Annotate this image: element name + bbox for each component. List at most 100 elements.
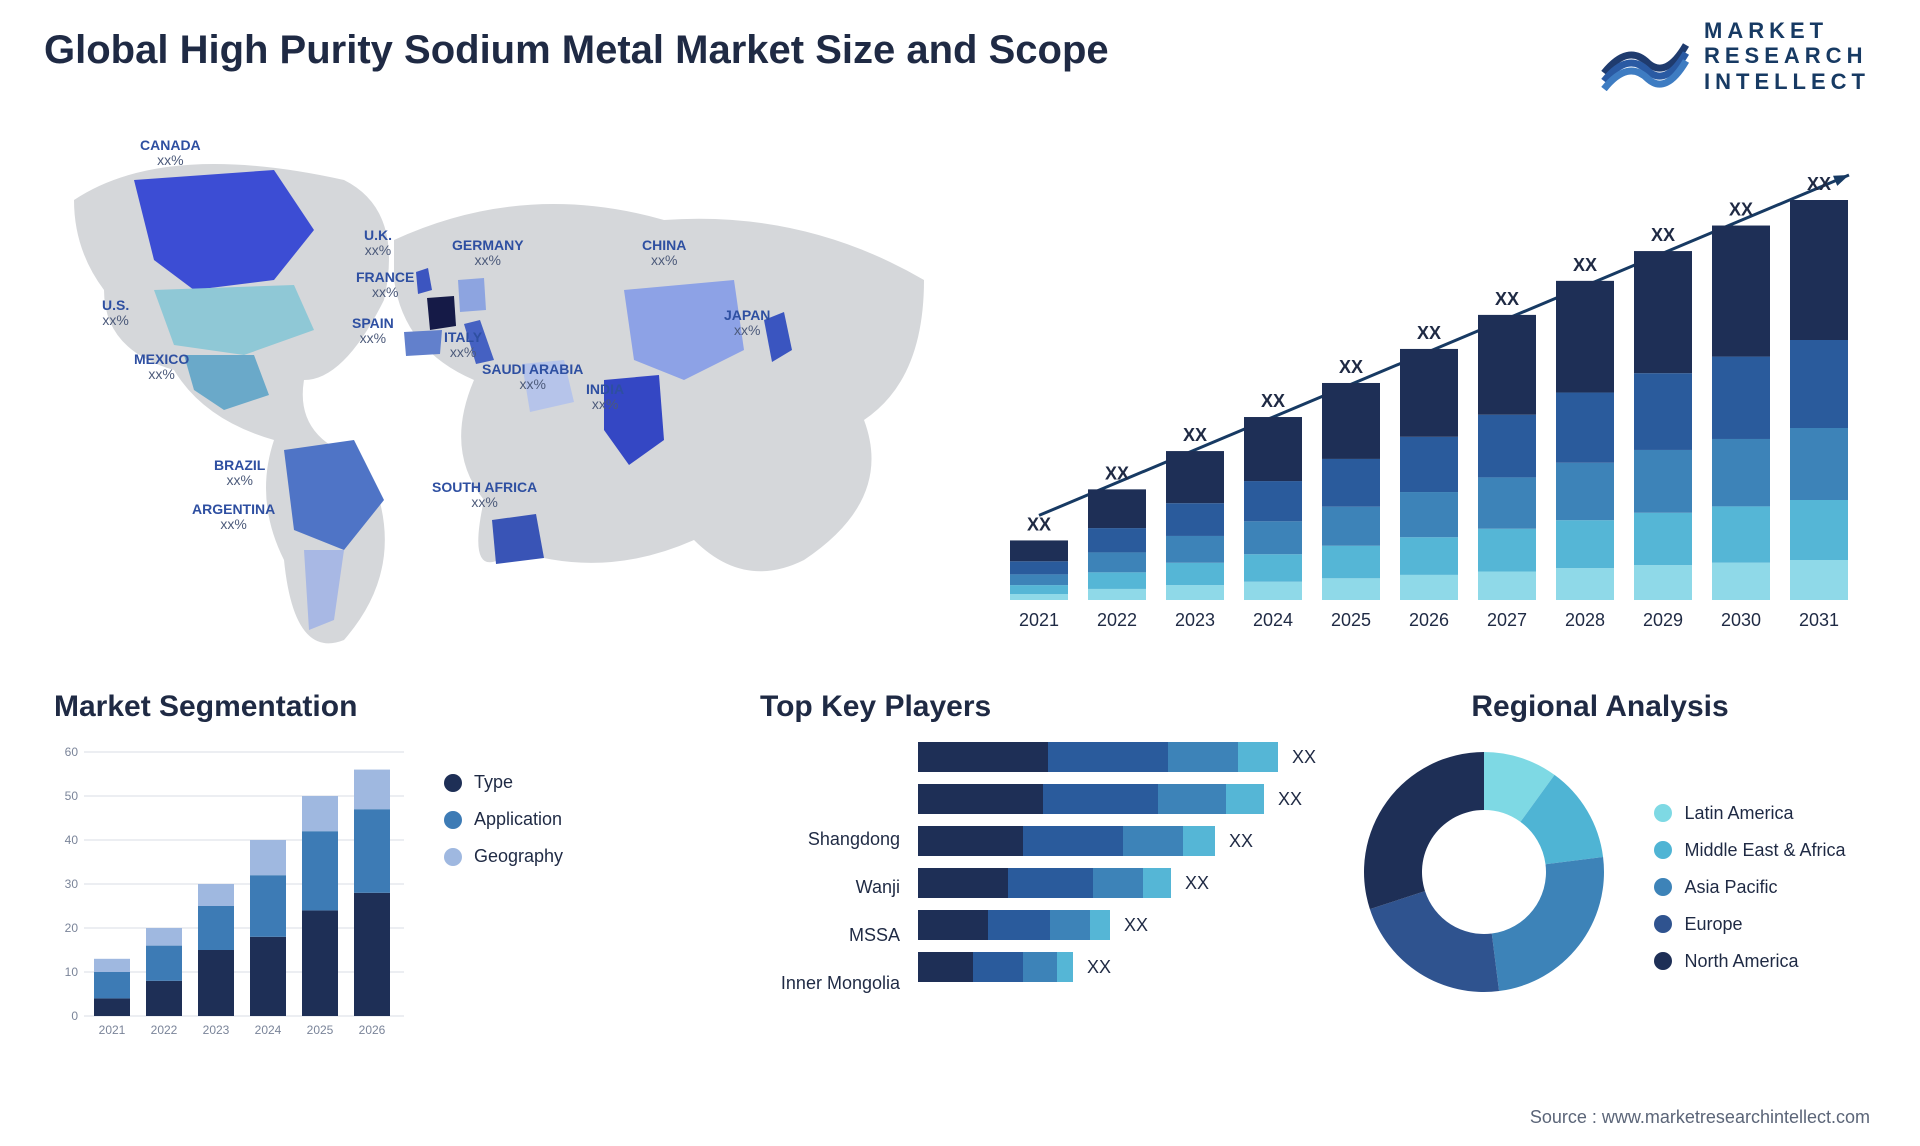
forecast-bar-seg: [1400, 492, 1458, 537]
forecast-bar-seg: [1088, 552, 1146, 572]
map-label-china: CHINAxx%: [642, 238, 686, 269]
segmentation-chart: 0102030405060202120222023202420252026: [54, 742, 414, 1062]
forecast-bar-seg: [1400, 349, 1458, 437]
forecast-bar-seg: [1478, 529, 1536, 572]
svg-text:XX: XX: [1495, 289, 1519, 309]
forecast-bar-seg: [1790, 500, 1848, 560]
svg-text:2025: 2025: [1331, 610, 1371, 630]
svg-text:XX: XX: [1105, 463, 1129, 483]
forecast-bar-seg: [1478, 477, 1536, 528]
forecast-bar-seg: [1712, 439, 1770, 506]
map-label-japan: JAPANxx%: [724, 308, 770, 339]
map-label-spain: SPAINxx%: [352, 316, 394, 347]
svg-text:2027: 2027: [1487, 610, 1527, 630]
svg-text:XX: XX: [1807, 174, 1831, 194]
forecast-bar-seg: [1712, 563, 1770, 600]
forecast-bar-seg: [1166, 503, 1224, 536]
forecast-bar-seg: [1556, 463, 1614, 520]
svg-text:2022: 2022: [151, 1023, 178, 1037]
forecast-bar-seg: [1010, 574, 1068, 585]
forecast-bar-seg: [1634, 373, 1692, 450]
map-label-germany: GERMANYxx%: [452, 238, 524, 269]
forecast-bar-seg: [1010, 594, 1068, 600]
player-bar-row: XX: [918, 910, 1316, 940]
svg-text:2029: 2029: [1643, 610, 1683, 630]
forecast-bar-seg: [1088, 528, 1146, 552]
players-bars: XXXXXXXXXXXX: [918, 742, 1316, 998]
regional-legend-item: North America: [1654, 951, 1845, 972]
svg-text:2022: 2022: [1097, 610, 1137, 630]
svg-text:50: 50: [65, 789, 79, 803]
map-label-brazil: BRAZILxx%: [214, 458, 265, 489]
forecast-bar-seg: [1556, 281, 1614, 393]
svg-text:2023: 2023: [1175, 610, 1215, 630]
forecast-bar-seg: [1790, 340, 1848, 428]
forecast-bar-seg: [1322, 578, 1380, 600]
forecast-bar-seg: [1244, 554, 1302, 581]
regional-legend-item: Asia Pacific: [1654, 877, 1845, 898]
forecast-bar-seg: [1166, 563, 1224, 585]
regional-legend: Latin AmericaMiddle East & AfricaAsia Pa…: [1654, 803, 1845, 972]
forecast-bar-seg: [1634, 513, 1692, 565]
forecast-bar-seg: [1166, 536, 1224, 563]
segmentation-legend: TypeApplicationGeography: [444, 772, 563, 867]
seg-legend-item: Type: [444, 772, 563, 793]
forecast-bar-seg: [1790, 200, 1848, 340]
forecast-bar-seg: [1400, 437, 1458, 492]
forecast-bar-seg: [1322, 507, 1380, 546]
svg-text:XX: XX: [1027, 514, 1051, 534]
forecast-bar-seg: [1478, 571, 1536, 600]
regional-donut: [1354, 742, 1614, 1002]
forecast-bar-seg: [1712, 357, 1770, 439]
forecast-bar-seg: [1790, 560, 1848, 600]
regional-legend-item: Latin America: [1654, 803, 1845, 824]
donut-slice: [1364, 752, 1484, 909]
forecast-bar-seg: [1010, 585, 1068, 594]
forecast-bar-seg: [1088, 572, 1146, 589]
map-label-italy: ITALYxx%: [444, 330, 482, 361]
map-label-argentina: ARGENTINAxx%: [192, 502, 275, 533]
regional-section: Regional Analysis Latin AmericaMiddle Ea…: [1330, 690, 1870, 1002]
forecast-bar-seg: [1166, 585, 1224, 600]
player-bar-row: XX: [918, 868, 1316, 898]
forecast-bar-seg: [1244, 521, 1302, 554]
svg-text:XX: XX: [1183, 425, 1207, 445]
logo-line3: INTELLECT: [1704, 69, 1870, 94]
brand-logo: MARKET RESEARCH INTELLECT: [1600, 18, 1870, 94]
forecast-bar-seg: [1244, 481, 1302, 521]
forecast-bar-seg: [1634, 565, 1692, 600]
player-label: Wanji: [760, 872, 900, 902]
map-label-mexico: MEXICOxx%: [134, 352, 189, 383]
forecast-bar-seg: [1790, 428, 1848, 500]
player-bar-row: XX: [918, 784, 1316, 814]
segmentation-title: Market Segmentation: [54, 690, 654, 724]
map-label-canada: CANADAxx%: [140, 138, 201, 169]
donut-slice: [1370, 891, 1499, 992]
forecast-bar-seg: [1400, 575, 1458, 600]
source-text: Source : www.marketresearchintellect.com: [1530, 1107, 1870, 1128]
forecast-bar-seg: [1556, 393, 1614, 463]
svg-text:2031: 2031: [1799, 610, 1839, 630]
forecast-bar-seg: [1322, 459, 1380, 507]
forecast-bar-seg: [1556, 520, 1614, 568]
logo-line1: MARKET: [1704, 18, 1870, 43]
svg-text:XX: XX: [1261, 391, 1285, 411]
svg-text:XX: XX: [1417, 323, 1441, 343]
country-spain: [404, 330, 442, 356]
player-label: Shangdong: [760, 824, 900, 854]
svg-text:30: 30: [65, 877, 79, 891]
svg-text:2030: 2030: [1721, 610, 1761, 630]
forecast-bar-seg: [1244, 582, 1302, 600]
svg-text:2024: 2024: [255, 1023, 282, 1037]
svg-text:XX: XX: [1339, 357, 1363, 377]
player-bar-row: XX: [918, 952, 1316, 982]
svg-text:60: 60: [65, 745, 79, 759]
forecast-bar-seg: [1634, 251, 1692, 373]
svg-text:2024: 2024: [1253, 610, 1293, 630]
svg-text:2025: 2025: [307, 1023, 334, 1037]
svg-text:40: 40: [65, 833, 79, 847]
map-label-us: U.S.xx%: [102, 298, 129, 329]
map-label-uk: U.K.xx%: [364, 228, 392, 259]
map-label-southafrica: SOUTH AFRICAxx%: [432, 480, 537, 511]
forecast-bar-seg: [1244, 417, 1302, 481]
